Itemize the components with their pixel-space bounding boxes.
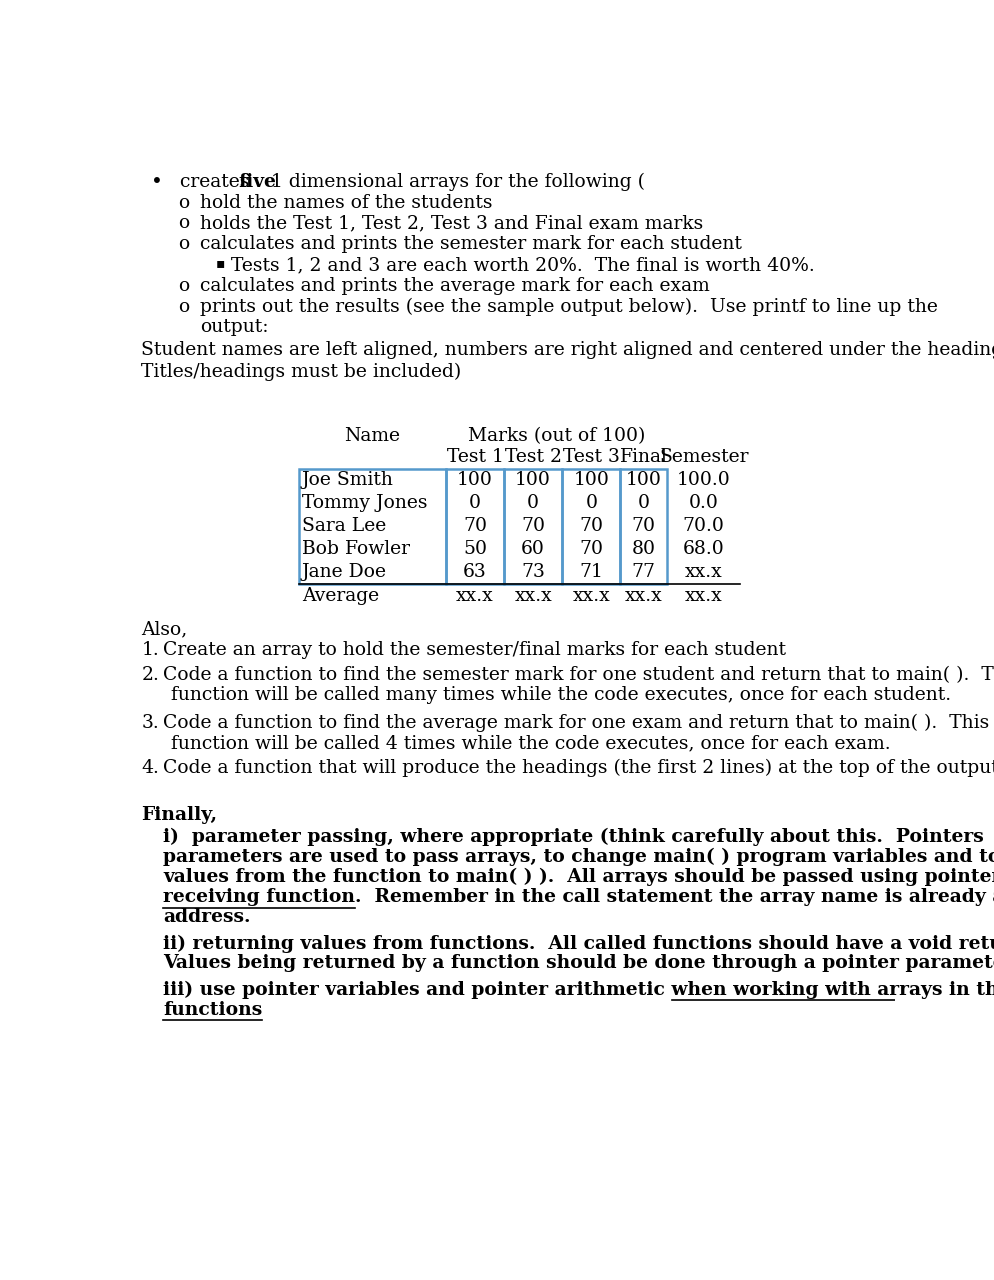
Text: values from the function to main( ) ).  All arrays should be passed using pointe: values from the function to main( ) ). A… (163, 868, 994, 887)
Text: Test 1: Test 1 (446, 448, 503, 466)
Bar (445, 468, 504, 584)
Text: calculates and prints the semester mark for each student: calculates and prints the semester mark … (200, 236, 742, 253)
Text: Finally,: Finally, (141, 806, 218, 824)
Bar (619, 468, 666, 584)
Text: 70.0: 70.0 (682, 517, 724, 535)
Text: xx.x: xx.x (455, 586, 493, 604)
Text: 50: 50 (462, 540, 487, 558)
Text: Marks (out of 100): Marks (out of 100) (467, 428, 644, 445)
Text: Final: Final (619, 448, 667, 466)
Text: Name: Name (344, 428, 400, 445)
Text: xx.x: xx.x (684, 563, 722, 581)
Text: Code a function that will produce the headings (the first 2 lines) at the top of: Code a function that will produce the he… (163, 759, 994, 777)
Text: Test 2: Test 2 (504, 448, 562, 466)
Text: Bob Fowler: Bob Fowler (301, 540, 410, 558)
Text: 60: 60 (521, 540, 545, 558)
Text: 0: 0 (584, 494, 596, 512)
Text: Tests 1, 2 and 3 are each worth 20%.  The final is worth 40%.: Tests 1, 2 and 3 are each worth 20%. The… (231, 256, 814, 274)
Text: 100: 100 (515, 471, 551, 489)
Text: Create an array to hold the semester/final marks for each student: Create an array to hold the semester/fin… (163, 641, 785, 659)
Text: 100.0: 100.0 (676, 471, 730, 489)
Text: Student names are left aligned, numbers are right aligned and centered under the: Student names are left aligned, numbers … (141, 342, 994, 360)
Text: function will be called 4 times while the code executes, once for each exam.: function will be called 4 times while th… (171, 735, 890, 753)
Text: Code a function to find the semester mark for one student and return that to mai: Code a function to find the semester mar… (163, 667, 994, 685)
Bar (562, 468, 619, 584)
Text: o: o (179, 236, 190, 253)
Text: output:: output: (200, 319, 268, 337)
Text: Also,: Also, (141, 621, 188, 639)
Text: Titles/headings must be included): Titles/headings must be included) (141, 362, 461, 380)
Text: five: five (239, 173, 276, 191)
Text: Sara Lee: Sara Lee (301, 517, 386, 535)
Text: xx.x: xx.x (624, 586, 662, 604)
Text: o: o (179, 215, 190, 233)
Text: o: o (179, 193, 190, 211)
Text: 0: 0 (468, 494, 480, 512)
Text: address.: address. (163, 909, 250, 927)
Text: Average: Average (301, 586, 379, 604)
Text: 80: 80 (631, 540, 655, 558)
Bar (504, 468, 562, 584)
Text: 4.: 4. (141, 759, 159, 777)
Text: function will be called many times while the code executes, once for each studen: function will be called many times while… (171, 686, 950, 704)
Text: 70: 70 (462, 517, 487, 535)
Text: 68.0: 68.0 (682, 540, 724, 558)
Text: receiving function.  Remember in the call statement the array name is already an: receiving function. Remember in the call… (163, 888, 994, 906)
Bar (298, 468, 445, 584)
Text: 0: 0 (527, 494, 539, 512)
Text: 100: 100 (456, 471, 492, 489)
Text: parameters are used to pass arrays, to change main( ) program variables and to r: parameters are used to pass arrays, to c… (163, 849, 994, 867)
Text: 0.0: 0.0 (688, 494, 718, 512)
Text: o: o (179, 297, 190, 316)
Text: 100: 100 (625, 471, 661, 489)
Text: Values being returned by a function should be done through a pointer parameter.: Values being returned by a function shou… (163, 955, 994, 973)
Text: xx.x: xx.x (514, 586, 552, 604)
Text: 1.: 1. (141, 641, 159, 659)
Text: functions: functions (163, 1001, 262, 1019)
Text: Tommy Jones: Tommy Jones (301, 494, 426, 512)
Text: 70: 70 (579, 517, 602, 535)
Text: 77: 77 (631, 563, 655, 581)
Text: hold the names of the students: hold the names of the students (200, 193, 492, 211)
Text: iii) use pointer variables and pointer arithmetic when working with arrays in th: iii) use pointer variables and pointer a… (163, 980, 994, 998)
Text: 71: 71 (579, 563, 602, 581)
Text: xx.x: xx.x (684, 586, 722, 604)
Text: 0: 0 (637, 494, 649, 512)
Text: 100: 100 (573, 471, 608, 489)
Text: Test 3: Test 3 (563, 448, 619, 466)
Text: 2.: 2. (141, 667, 159, 685)
Text: 70: 70 (579, 540, 602, 558)
Text: prints out the results (see the sample output below).  Use printf to line up the: prints out the results (see the sample o… (200, 297, 937, 316)
Text: •: • (151, 173, 163, 192)
Text: ii) returning values from functions.  All called functions should have a void re: ii) returning values from functions. All… (163, 934, 994, 952)
Text: Jane Doe: Jane Doe (301, 563, 387, 581)
Text: xx.x: xx.x (572, 586, 609, 604)
Text: Code a function to find the average mark for one exam and return that to main( ): Code a function to find the average mark… (163, 714, 988, 732)
Text: 70: 70 (521, 517, 545, 535)
Text: 3.: 3. (141, 714, 159, 732)
Text: Joe Smith: Joe Smith (301, 471, 394, 489)
Text: ▪: ▪ (216, 256, 225, 270)
Text: 73: 73 (521, 563, 545, 581)
Text: 63: 63 (463, 563, 486, 581)
Text: o: o (179, 276, 190, 294)
Text: holds the Test 1, Test 2, Test 3 and Final exam marks: holds the Test 1, Test 2, Test 3 and Fin… (200, 215, 703, 233)
Text: calculates and prints the average mark for each exam: calculates and prints the average mark f… (200, 276, 710, 294)
Text: Semester: Semester (658, 448, 747, 466)
Text: creates: creates (180, 173, 255, 191)
Text: i)  parameter passing, where appropriate (think carefully about this.  Pointers: i) parameter passing, where appropriate … (163, 828, 983, 846)
Text: 70: 70 (631, 517, 655, 535)
Text: 1 dimensional arrays for the following (: 1 dimensional arrays for the following ( (265, 173, 645, 191)
